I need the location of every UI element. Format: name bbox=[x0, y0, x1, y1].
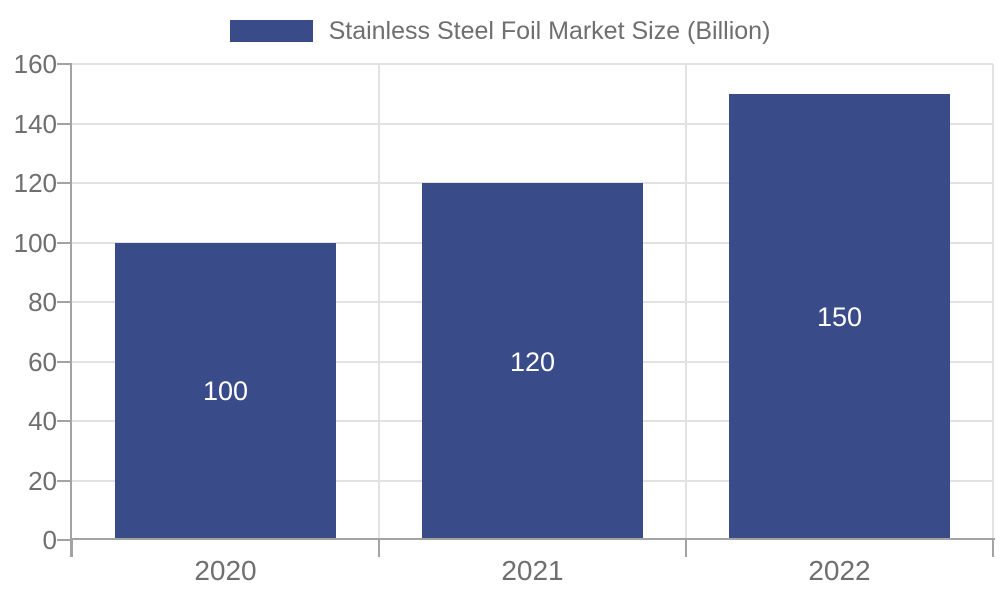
y-tick bbox=[57, 241, 72, 244]
y-tick-label-120: 120 bbox=[13, 168, 57, 198]
h-gridline bbox=[72, 122, 993, 125]
x-tick bbox=[378, 540, 380, 557]
bar-label-2020: 100 bbox=[202, 376, 249, 407]
y-tick bbox=[57, 182, 72, 184]
y-tick-label-160: 160 bbox=[13, 49, 57, 79]
x-tick bbox=[71, 540, 73, 557]
bar-2022[interactable] bbox=[728, 93, 950, 540]
y-tick bbox=[57, 122, 72, 125]
y-tick-label-20: 20 bbox=[28, 465, 57, 496]
x-tick-label-2021: 2021 bbox=[501, 555, 564, 586]
y-axis-line bbox=[70, 64, 72, 557]
bar-label-2022: 150 bbox=[816, 301, 863, 332]
y-tick-label-140: 140 bbox=[13, 108, 57, 139]
legend[interactable]: Stainless Steel Foil Market Size (Billio… bbox=[0, 16, 1000, 46]
x-tick-label-2020: 2020 bbox=[194, 555, 257, 586]
legend-label: Stainless Steel Foil Market Size (Billio… bbox=[328, 17, 771, 45]
bar-2020[interactable] bbox=[114, 242, 336, 540]
bar-2021[interactable] bbox=[421, 183, 643, 540]
bar-label-2021: 120 bbox=[509, 346, 556, 377]
x-axis-line bbox=[70, 538, 995, 540]
y-tick bbox=[57, 360, 72, 363]
x-tick bbox=[992, 540, 994, 557]
v-gridline bbox=[992, 64, 994, 540]
y-tick bbox=[57, 63, 72, 65]
v-gridline bbox=[378, 64, 380, 540]
y-tick-label-40: 40 bbox=[28, 406, 57, 436]
y-tick bbox=[57, 420, 72, 422]
y-tick-label-80: 80 bbox=[28, 287, 57, 317]
x-tick bbox=[685, 540, 687, 557]
y-tick bbox=[57, 479, 72, 482]
y-tick-label-60: 60 bbox=[28, 346, 57, 377]
x-tick-label-2022: 2022 bbox=[808, 555, 871, 586]
h-gridline bbox=[72, 63, 993, 65]
y-tick-label-100: 100 bbox=[13, 227, 57, 258]
y-tick bbox=[57, 301, 72, 303]
v-gridline bbox=[685, 64, 687, 540]
y-tick-label-0: 0 bbox=[42, 525, 57, 555]
y-tick bbox=[57, 539, 72, 541]
legend-swatch-icon bbox=[229, 20, 313, 42]
